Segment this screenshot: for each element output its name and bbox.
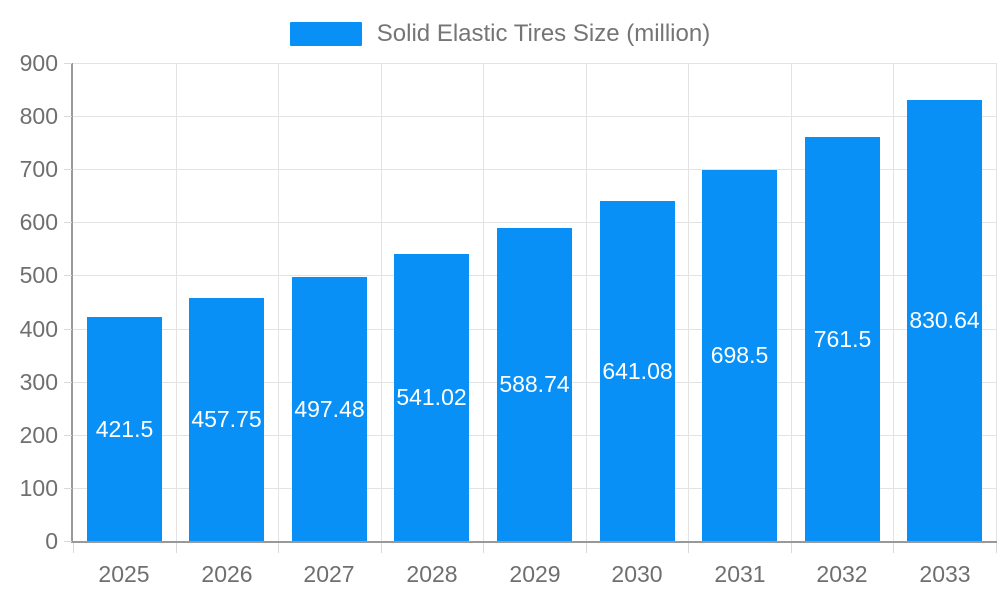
bar-value-label: 588.74 [499, 371, 570, 397]
x-axis-tick [996, 543, 997, 553]
bar-value-label: 497.48 [294, 395, 365, 422]
gridline-vertical [586, 63, 587, 541]
x-axis-line [71, 541, 997, 543]
gridline-vertical [893, 63, 894, 541]
x-axis-label: 2031 [714, 561, 766, 587]
gridline-vertical [996, 63, 997, 541]
x-axis-tick [791, 543, 792, 553]
bar-value-label: 541.02 [396, 384, 467, 410]
gridline-vertical [176, 63, 177, 541]
bar[interactable]: 497.48 [292, 277, 367, 541]
bar[interactable]: 588.74 [497, 228, 572, 541]
bar-value-label: 698.5 [710, 342, 769, 368]
plot-area: 421.5 457.75 497.48 541.02 588.74 641.08 698.5… [73, 63, 997, 541]
y-axis-tick [64, 169, 72, 170]
y-axis-tick [64, 488, 72, 489]
y-axis-tick [64, 541, 72, 542]
y-axis-label: 0 [45, 528, 58, 554]
bar-value-label: 641.08 [602, 357, 673, 384]
bar-value-label: 457.75 [191, 406, 262, 432]
y-axis-tick [64, 116, 72, 117]
x-axis-tick [688, 543, 689, 553]
gridline-vertical [791, 63, 792, 541]
bar-value-label: 761.5 [813, 325, 872, 352]
y-axis-label: 300 [19, 369, 58, 395]
x-axis-label: 2028 [406, 561, 458, 587]
gridline-horizontal [73, 222, 996, 223]
gridline-vertical [278, 63, 279, 541]
gridline-horizontal [73, 169, 996, 170]
y-axis-tick [64, 275, 72, 276]
y-axis-label: 600 [19, 209, 58, 235]
bar-value-label: 421.5 [95, 415, 154, 442]
y-axis-label: 900 [19, 50, 58, 76]
x-axis-label: 2029 [509, 561, 561, 587]
bar[interactable]: 698.5 [702, 170, 777, 541]
x-axis-label: 2025 [98, 561, 150, 587]
x-axis-tick [483, 543, 484, 553]
y-axis-label: 100 [19, 475, 58, 501]
bar[interactable]: 541.02 [394, 254, 469, 541]
bar[interactable]: 761.5 [805, 137, 880, 541]
x-axis-label: 2032 [816, 561, 868, 587]
legend[interactable]: Solid Elastic Tires Size (million) [0, 20, 1000, 48]
gridline-vertical [381, 63, 382, 541]
x-axis-label: 2026 [201, 561, 253, 587]
gridline-vertical [688, 63, 689, 541]
gridline-vertical [483, 63, 484, 541]
y-axis-label: 500 [19, 262, 58, 288]
y-axis-tick [64, 382, 72, 383]
x-axis-tick [381, 543, 382, 553]
bar[interactable]: 421.5 [87, 317, 162, 541]
legend-label: Solid Elastic Tires Size (million) [376, 20, 711, 47]
y-axis-label: 200 [19, 422, 58, 448]
y-axis-tick [64, 435, 72, 436]
y-axis-tick [64, 63, 72, 64]
bar[interactable]: 641.08 [600, 201, 675, 541]
x-axis-tick [893, 543, 894, 553]
y-axis-label: 800 [19, 103, 58, 129]
x-axis-tick [586, 543, 587, 553]
y-axis-tick [64, 222, 72, 223]
bar[interactable]: 457.75 [189, 298, 264, 541]
x-axis-label: 2027 [303, 561, 355, 587]
gridline-horizontal [73, 116, 996, 117]
y-axis-label: 400 [19, 316, 58, 342]
gridline-horizontal [73, 63, 996, 64]
x-axis-label: 2030 [611, 561, 663, 587]
y-axis-label: 700 [19, 156, 58, 182]
x-axis-tick [176, 543, 177, 553]
x-axis-tick [278, 543, 279, 553]
bar[interactable]: 830.64 [907, 100, 982, 541]
y-axis-line [71, 63, 73, 543]
legend-swatch [289, 22, 362, 46]
bar-value-label: 830.64 [909, 307, 980, 333]
x-axis-tick [73, 543, 74, 553]
y-axis-tick [64, 329, 72, 330]
x-axis-label: 2033 [919, 561, 971, 587]
